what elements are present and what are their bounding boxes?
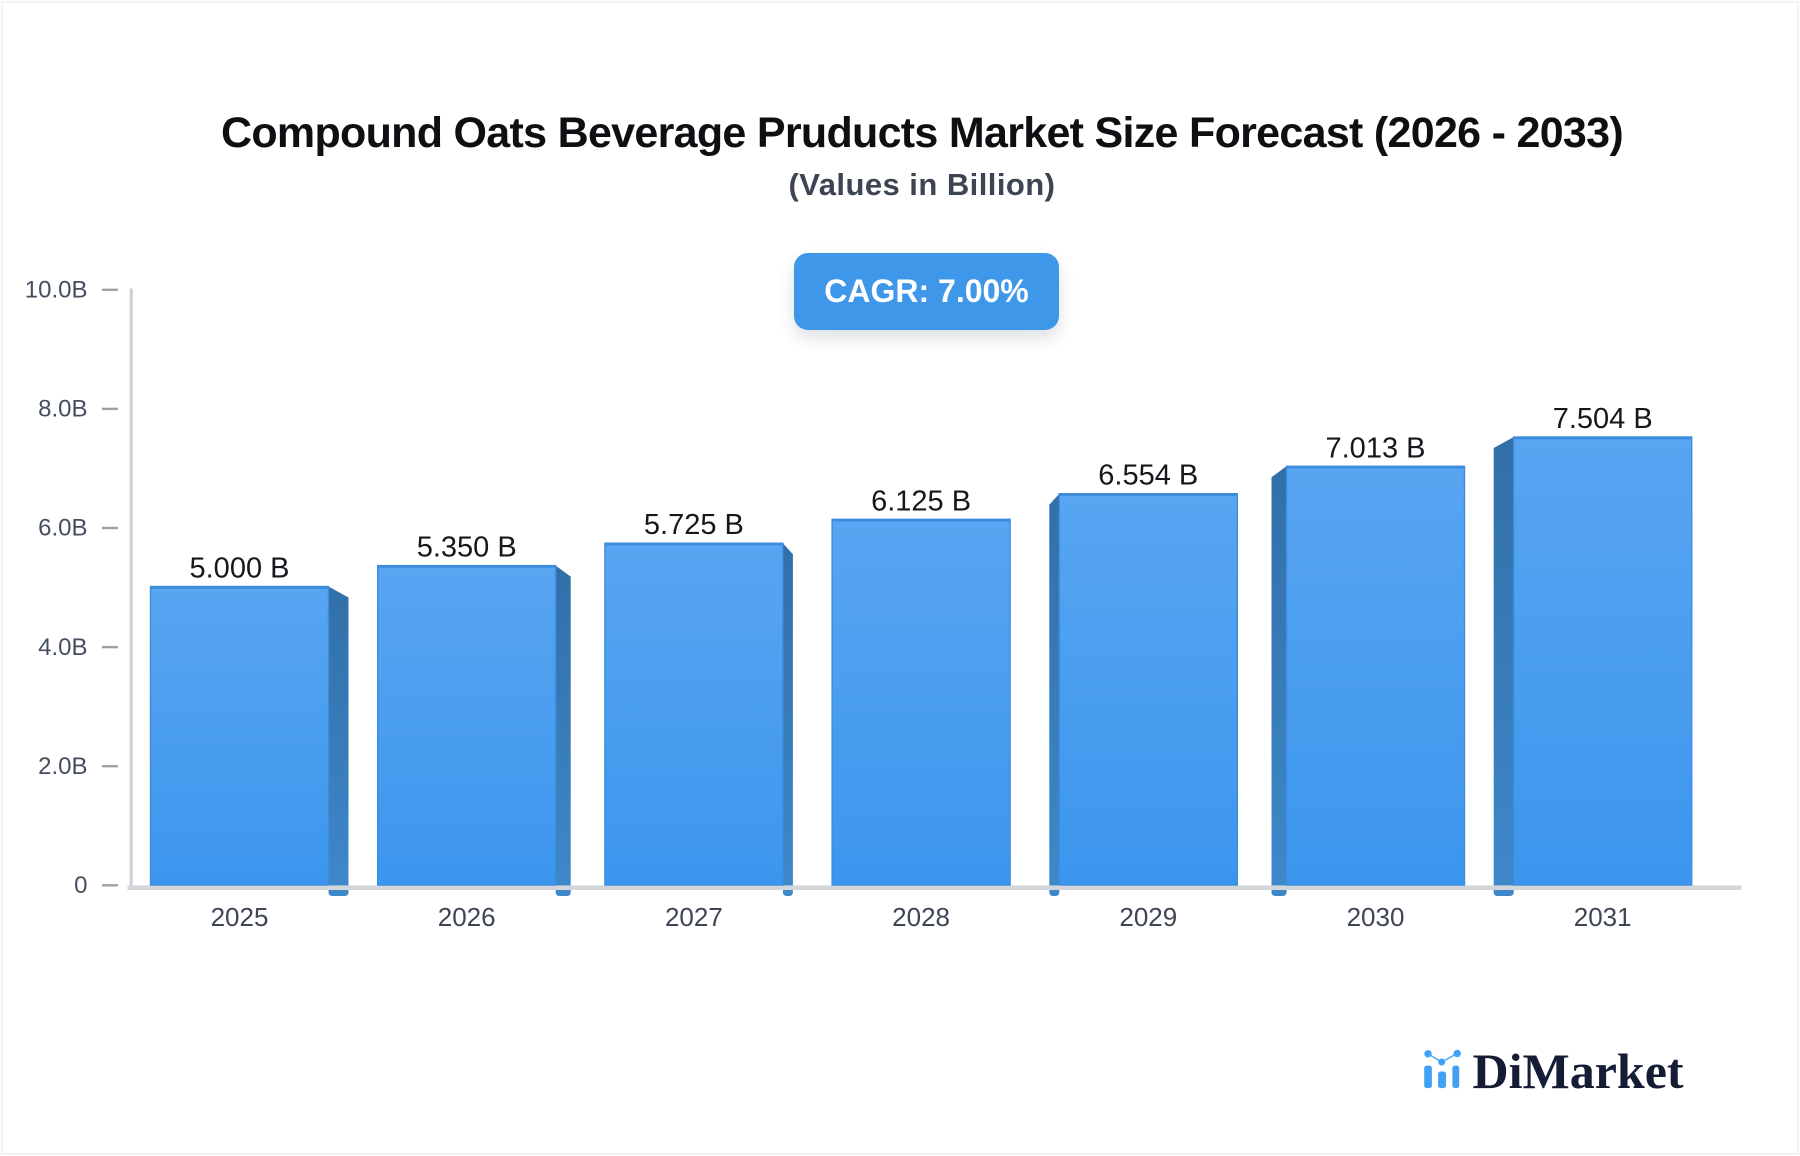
svg-text:6.125 B: 6.125 B — [871, 485, 971, 517]
svg-text:2.0B: 2.0B — [38, 753, 87, 780]
svg-text:5.000 B: 5.000 B — [190, 553, 290, 585]
svg-text:2031: 2031 — [1574, 902, 1632, 932]
svg-text:2026: 2026 — [438, 902, 496, 932]
svg-text:8.0B: 8.0B — [38, 396, 87, 423]
svg-text:2030: 2030 — [1347, 902, 1405, 932]
svg-text:DiMarket: DiMarket — [1473, 1043, 1684, 1099]
svg-text:7.504 B: 7.504 B — [1553, 403, 1653, 435]
svg-text:5.350 B: 5.350 B — [417, 532, 517, 564]
svg-text:0: 0 — [74, 872, 87, 899]
svg-text:2027: 2027 — [665, 902, 723, 932]
svg-text:5.725 B: 5.725 B — [644, 509, 744, 541]
svg-text:4.0B: 4.0B — [38, 634, 87, 661]
svg-text:6.0B: 6.0B — [38, 515, 87, 542]
svg-text:2025: 2025 — [211, 902, 269, 932]
svg-text:7.013 B: 7.013 B — [1326, 432, 1426, 464]
svg-text:2028: 2028 — [892, 902, 950, 932]
svg-text:2029: 2029 — [1119, 902, 1177, 932]
svg-text:6.554 B: 6.554 B — [1098, 460, 1198, 492]
svg-text:10.0B: 10.0B — [25, 277, 88, 304]
